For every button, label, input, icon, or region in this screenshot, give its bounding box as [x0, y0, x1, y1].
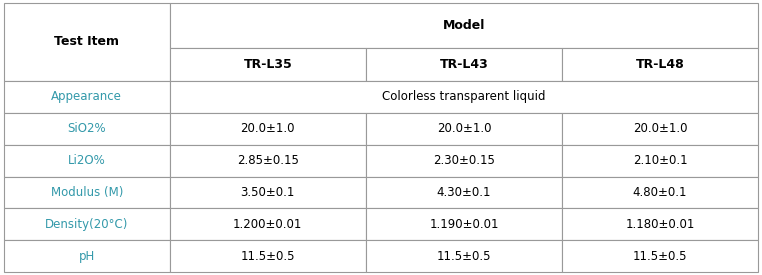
Text: 20.0±1.0: 20.0±1.0	[241, 122, 295, 135]
Text: TR-L35: TR-L35	[244, 58, 292, 71]
Text: 11.5±0.5: 11.5±0.5	[241, 250, 295, 263]
Bar	[170, 145, 366, 177]
Bar	[4, 81, 170, 113]
Bar	[366, 177, 562, 208]
Bar	[170, 81, 758, 113]
Bar	[170, 3, 758, 48]
Text: 20.0±1.0: 20.0±1.0	[437, 122, 491, 135]
Text: 1.200±0.01: 1.200±0.01	[233, 218, 303, 231]
Text: 1.190±0.01: 1.190±0.01	[429, 218, 499, 231]
Bar	[562, 145, 758, 177]
Text: pH: pH	[78, 250, 95, 263]
Text: 4.80±0.1: 4.80±0.1	[633, 186, 687, 199]
Text: 11.5±0.5: 11.5±0.5	[633, 250, 687, 263]
Text: Model: Model	[443, 19, 485, 32]
Text: Li2O%: Li2O%	[68, 154, 106, 167]
Text: Appearance: Appearance	[51, 90, 122, 103]
Bar	[366, 208, 562, 240]
Bar	[170, 208, 366, 240]
Text: 2.85±0.15: 2.85±0.15	[237, 154, 299, 167]
Bar	[366, 240, 562, 272]
Text: 1.180±0.01: 1.180±0.01	[626, 218, 695, 231]
Text: Density(20°C): Density(20°C)	[45, 218, 129, 231]
Bar	[170, 240, 366, 272]
Bar	[562, 48, 758, 81]
Bar	[4, 208, 170, 240]
Text: TR-L43: TR-L43	[440, 58, 488, 71]
Text: 2.10±0.1: 2.10±0.1	[632, 154, 687, 167]
Bar	[170, 48, 366, 81]
Text: Modulus (M): Modulus (M)	[50, 186, 123, 199]
Bar	[4, 3, 170, 81]
Bar	[4, 240, 170, 272]
Bar	[4, 145, 170, 177]
Bar	[4, 113, 170, 145]
Text: Colorless transparent liquid: Colorless transparent liquid	[383, 90, 546, 103]
Text: 3.50±0.1: 3.50±0.1	[241, 186, 295, 199]
Bar	[366, 113, 562, 145]
Bar	[4, 177, 170, 208]
Text: 20.0±1.0: 20.0±1.0	[633, 122, 687, 135]
Bar	[170, 113, 366, 145]
Bar	[366, 48, 562, 81]
Text: TR-L48: TR-L48	[636, 58, 684, 71]
Text: Test Item: Test Item	[54, 35, 120, 48]
Bar	[562, 177, 758, 208]
Text: SiO2%: SiO2%	[68, 122, 106, 135]
Bar	[562, 208, 758, 240]
Text: 4.30±0.1: 4.30±0.1	[437, 186, 491, 199]
Text: 11.5±0.5: 11.5±0.5	[437, 250, 491, 263]
Bar	[562, 113, 758, 145]
Bar	[170, 177, 366, 208]
Text: 2.30±0.15: 2.30±0.15	[433, 154, 495, 167]
Bar	[562, 240, 758, 272]
Bar	[366, 145, 562, 177]
